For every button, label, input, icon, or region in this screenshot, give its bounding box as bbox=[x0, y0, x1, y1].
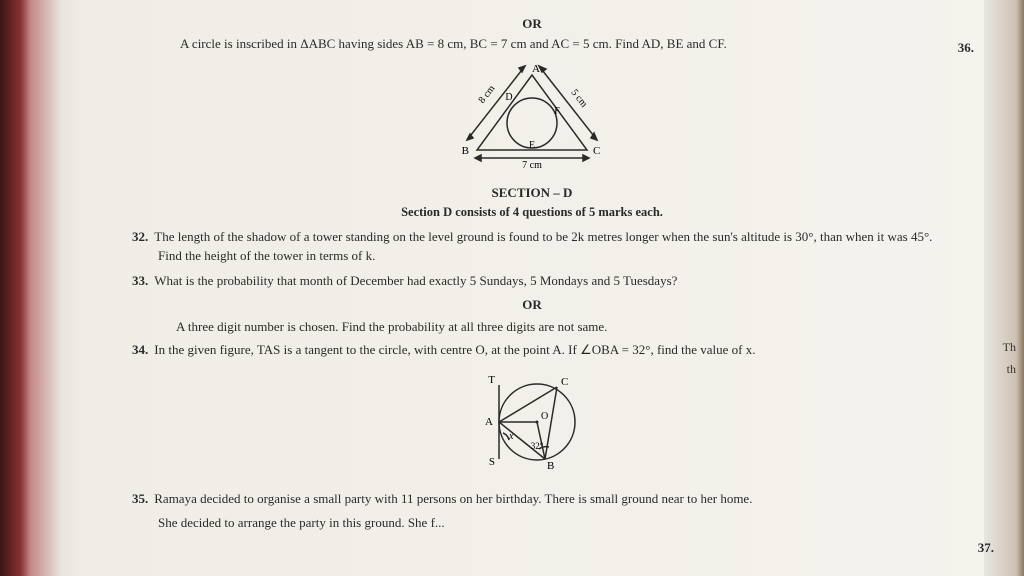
question-34-number: 34. bbox=[132, 342, 148, 357]
question-32-number: 32. bbox=[132, 229, 148, 244]
edge-text-th-upper: Th bbox=[1003, 340, 1016, 355]
fig1-side-BC: 7 cm bbox=[522, 160, 542, 170]
fig2-label-S: S bbox=[489, 456, 495, 468]
figure-2-container: T A S O C B 32° x bbox=[120, 367, 944, 482]
fig1-label-D: D bbox=[505, 92, 512, 103]
fig2-label-C: C bbox=[561, 376, 568, 388]
fig1-label-A: A bbox=[532, 63, 540, 75]
question-35: 35. Ramaya decided to organise a small pa… bbox=[120, 490, 944, 509]
fig1-label-B: B bbox=[462, 145, 469, 157]
question-35-number: 35. bbox=[132, 491, 148, 506]
fig2-label-O: O bbox=[541, 411, 548, 422]
intro-problem-text: A circle is inscribed in ΔABC having sid… bbox=[120, 36, 944, 52]
fig1-side-AC: 5 cm bbox=[569, 87, 590, 109]
question-35-continuation: She decided to arrange the party in this… bbox=[158, 515, 944, 531]
figure-2-circle-tangent: T A S O C B 32° x bbox=[467, 367, 597, 477]
question-33-number: 33. bbox=[132, 273, 148, 288]
fig1-label-E: E bbox=[529, 140, 535, 151]
fig1-side-AB: 8 cm bbox=[477, 83, 498, 105]
question-33-alt-text: A three digit number is chosen. Find the… bbox=[176, 319, 944, 335]
fig1-label-F: F bbox=[554, 106, 560, 117]
question-34: 34. In the given figure, TAS is a tangent… bbox=[120, 341, 944, 360]
question-33-text: What is the probability that month of De… bbox=[154, 273, 677, 288]
fig2-label-A: A bbox=[485, 416, 493, 428]
section-d-subtitle: Section D consists of 4 questions of 5 m… bbox=[120, 205, 944, 220]
edge-text-th-lower: th bbox=[1007, 362, 1016, 377]
top-or-label: OR bbox=[120, 16, 944, 32]
fig2-angle-x: x bbox=[508, 431, 514, 442]
question-32-text: The length of the shadow of a tower stan… bbox=[154, 229, 932, 263]
figure-1-container: A B C D E F 8 cm 7 cm 5 cm bbox=[120, 60, 944, 175]
fig2-label-T: T bbox=[488, 374, 495, 386]
fig2-label-B: B bbox=[547, 460, 554, 472]
page-content: OR A circle is inscribed in ΔABC having … bbox=[60, 0, 1004, 576]
figure-1-triangle-incircle: A B C D E F 8 cm 7 cm 5 cm bbox=[447, 60, 617, 170]
question-34-text: In the given figure, TAS is a tangent to… bbox=[154, 342, 755, 357]
fig2-angle-32: 32° bbox=[531, 441, 544, 451]
fig1-label-C: C bbox=[593, 145, 600, 157]
question-32: 32. The length of the shadow of a tower s… bbox=[120, 228, 944, 266]
question-33: 33. What is the probability that month of… bbox=[120, 272, 944, 291]
question-35-text: Ramaya decided to organise a small party… bbox=[154, 491, 752, 506]
section-d-title: SECTION – D bbox=[120, 185, 944, 201]
mid-or-label: OR bbox=[120, 297, 944, 313]
